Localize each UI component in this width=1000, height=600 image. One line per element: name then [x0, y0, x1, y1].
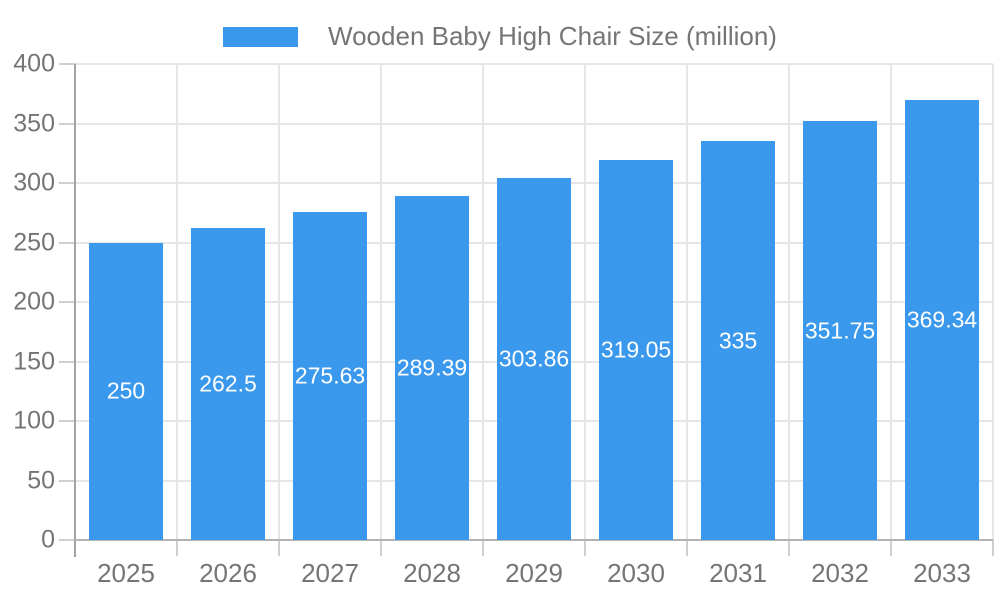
- horizontal-gridline: [75, 63, 993, 65]
- vertical-gridline: [890, 64, 892, 540]
- y-tick-label: 400: [13, 49, 55, 78]
- bar-value-label: 335: [718, 327, 758, 354]
- bar[interactable]: [395, 195, 469, 540]
- x-tick-label: 2027: [301, 558, 359, 588]
- y-tick-label: 350: [13, 109, 55, 137]
- bar[interactable]: [599, 160, 673, 540]
- x-tick-label: 2032: [811, 558, 869, 588]
- bar-value-label: 319.05: [600, 336, 672, 363]
- y-axis-tick: [59, 360, 75, 363]
- x-axis-tick: [584, 540, 586, 556]
- vertical-gridline: [278, 64, 280, 540]
- x-tick-label: 2026: [199, 558, 257, 588]
- vertical-gridline: [992, 64, 994, 540]
- vertical-gridline: [380, 64, 382, 540]
- x-tick-label: 2028: [403, 558, 461, 588]
- x-axis-tick: [176, 540, 178, 556]
- y-axis-tick: [59, 301, 75, 303]
- y-tick-label: 250: [13, 228, 55, 256]
- y-tick-label: 300: [13, 168, 55, 197]
- bar-value-label: 262.5: [199, 370, 257, 397]
- y-axis-tick: [59, 420, 75, 422]
- vertical-gridline: [176, 64, 178, 540]
- y-axis-tick: [59, 63, 75, 65]
- y-axis-tick: [59, 122, 75, 125]
- bar[interactable]: [905, 100, 979, 540]
- x-axis-tick: [278, 540, 280, 556]
- x-tick-label: 2031: [709, 558, 767, 588]
- chart-legend[interactable]: Wooden Baby High Chair Size (million): [0, 21, 1000, 52]
- legend-label: Wooden Baby High Chair Size (million): [328, 21, 777, 51]
- bar[interactable]: [293, 212, 367, 540]
- y-axis-tick: [59, 241, 75, 244]
- bar[interactable]: [803, 121, 877, 540]
- y-tick-label: 50: [27, 466, 55, 494]
- bar-value-label: 351.75: [804, 317, 876, 344]
- bar[interactable]: [89, 242, 163, 540]
- x-axis-tick: [890, 540, 892, 556]
- y-axis-tick: [59, 479, 75, 482]
- y-tick-label: 0: [41, 525, 55, 554]
- y-tick-label: 200: [13, 287, 55, 316]
- x-tick-label: 2033: [913, 558, 971, 588]
- y-axis-line: [74, 64, 76, 557]
- vertical-gridline: [584, 64, 586, 540]
- horizontal-gridline: [75, 122, 993, 125]
- vertical-gridline: [788, 64, 790, 540]
- bar-value-label: 289.39: [396, 354, 468, 381]
- x-axis-tick: [788, 540, 790, 556]
- x-tick-label: 2030: [607, 558, 665, 588]
- y-tick-label: 150: [13, 347, 55, 375]
- bar[interactable]: [497, 178, 571, 540]
- bar[interactable]: [191, 227, 265, 540]
- x-tick-label: 2025: [97, 558, 155, 588]
- bar-value-label: 250: [106, 377, 146, 404]
- y-tick-label: 100: [13, 406, 55, 435]
- x-axis-tick: [380, 540, 382, 556]
- x-axis-tick: [686, 540, 688, 556]
- bar-value-label: 369.34: [906, 306, 978, 333]
- bar-value-label: 303.86: [498, 345, 570, 372]
- y-axis-tick: [59, 182, 75, 184]
- bar-value-label: 275.63: [294, 362, 366, 389]
- legend-swatch: [223, 26, 299, 47]
- bar[interactable]: [701, 141, 775, 540]
- x-axis-tick: [992, 540, 994, 556]
- x-axis-line: [75, 539, 993, 541]
- x-axis-tick: [482, 540, 484, 556]
- x-tick-label: 2029: [505, 558, 563, 588]
- y-axis-tick: [59, 539, 75, 541]
- vertical-gridline: [686, 64, 688, 540]
- vertical-gridline: [482, 64, 484, 540]
